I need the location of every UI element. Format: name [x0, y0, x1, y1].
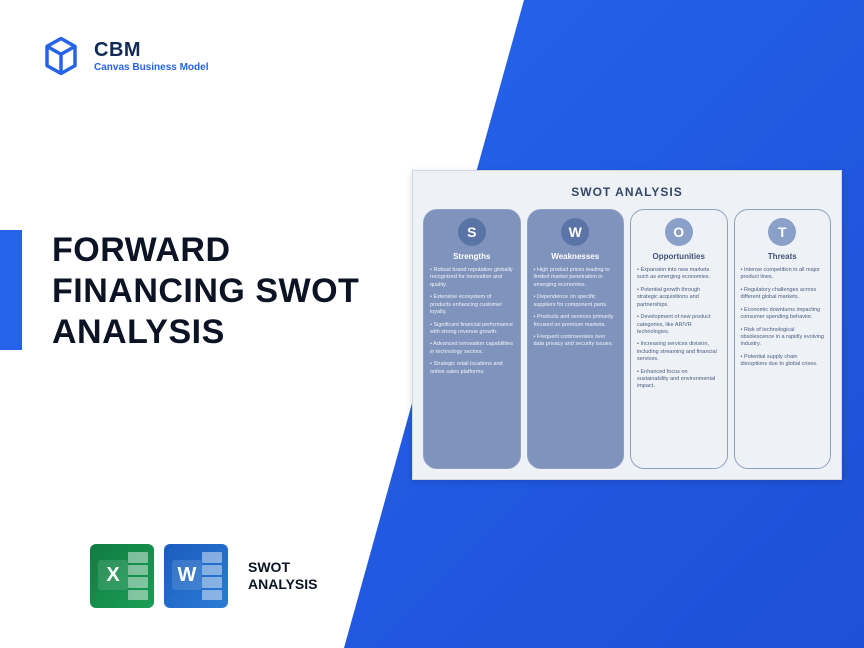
swot-item: Intense competition in all major product… — [741, 267, 825, 282]
swot-letter-circle: S — [458, 218, 486, 246]
swot-item: Development of new product categories, l… — [637, 314, 721, 336]
accent-bar — [0, 230, 22, 350]
swot-item: Potential growth through strategic acqui… — [637, 287, 721, 309]
swot-columns: S Strengths Robust brand reputation global… — [423, 209, 831, 469]
swot-col-strengths: S Strengths Robust brand reputation global… — [423, 209, 521, 469]
swot-item: Significant financial performance with s… — [430, 322, 514, 337]
file-format-badges: X W SWOT ANALYSIS — [90, 544, 318, 608]
swot-item: Robust brand reputation globally recogni… — [430, 267, 514, 289]
swot-item: Regulatory challenges across different g… — [741, 287, 825, 302]
swot-col-threats: T Threats Intense competition in all major… — [734, 209, 832, 469]
swot-item: Enhanced focus on sustainability and env… — [637, 369, 721, 391]
swot-heading: Strengths — [453, 252, 490, 261]
swot-heading: Weaknesses — [551, 252, 599, 261]
swot-item: High product prices leading to limited m… — [534, 267, 618, 289]
swot-item: Extensive ecosystem of products enhancin… — [430, 294, 514, 316]
swot-item: Potential supply chain disruptions due t… — [741, 354, 825, 369]
swot-col-opportunities: O Opportunities Expansion into new markets… — [630, 209, 728, 469]
swot-item: Dependence on specific suppliers for com… — [534, 294, 618, 309]
badge-label-line1: SWOT — [248, 559, 318, 576]
swot-item: Advanced innovation capabilities in tech… — [430, 341, 514, 356]
excel-icon: X — [90, 544, 154, 608]
swot-letter-circle: W — [561, 218, 589, 246]
swot-item: Strategic retail locations and online sa… — [430, 361, 514, 376]
swot-panel-title: SWOT ANALYSIS — [423, 185, 831, 199]
word-icon: W — [164, 544, 228, 608]
swot-item: Frequent controversies over data privacy… — [534, 334, 618, 349]
swot-item: Increasing services division, including … — [637, 341, 721, 363]
swot-items: Intense competition in all major product… — [741, 267, 825, 369]
brand-logo-block: CBM Canvas Business Model — [40, 35, 208, 77]
swot-col-weaknesses: W Weaknesses High product prices leading t… — [527, 209, 625, 469]
page-title: FORWARD FINANCING SWOT ANALYSIS — [52, 230, 392, 352]
swot-item: Expansion into new markets such as emerg… — [637, 267, 721, 282]
swot-panel: SWOT ANALYSIS S Strengths Robust brand rep… — [412, 170, 842, 480]
swot-items: High product prices leading to limited m… — [534, 267, 618, 349]
swot-items: Expansion into new markets such as emerg… — [637, 267, 721, 391]
badge-label-line2: ANALYSIS — [248, 576, 318, 593]
swot-heading: Opportunities — [653, 252, 705, 261]
brand-tagline: Canvas Business Model — [94, 62, 208, 73]
cbm-logo-icon — [40, 35, 82, 77]
word-letter: W — [172, 560, 202, 590]
swot-heading: Threats — [768, 252, 797, 261]
swot-items: Robust brand reputation globally recogni… — [430, 267, 514, 376]
swot-letter-circle: T — [768, 218, 796, 246]
swot-item: Economic downturns impacting consumer sp… — [741, 307, 825, 322]
swot-item: Risk of technological obsolescence in a … — [741, 327, 825, 349]
brand-acronym: CBM — [94, 39, 208, 62]
badge-label: SWOT ANALYSIS — [248, 559, 318, 593]
swot-letter-circle: O — [665, 218, 693, 246]
swot-item: Products and services primarily focused … — [534, 314, 618, 329]
excel-letter: X — [98, 560, 128, 590]
